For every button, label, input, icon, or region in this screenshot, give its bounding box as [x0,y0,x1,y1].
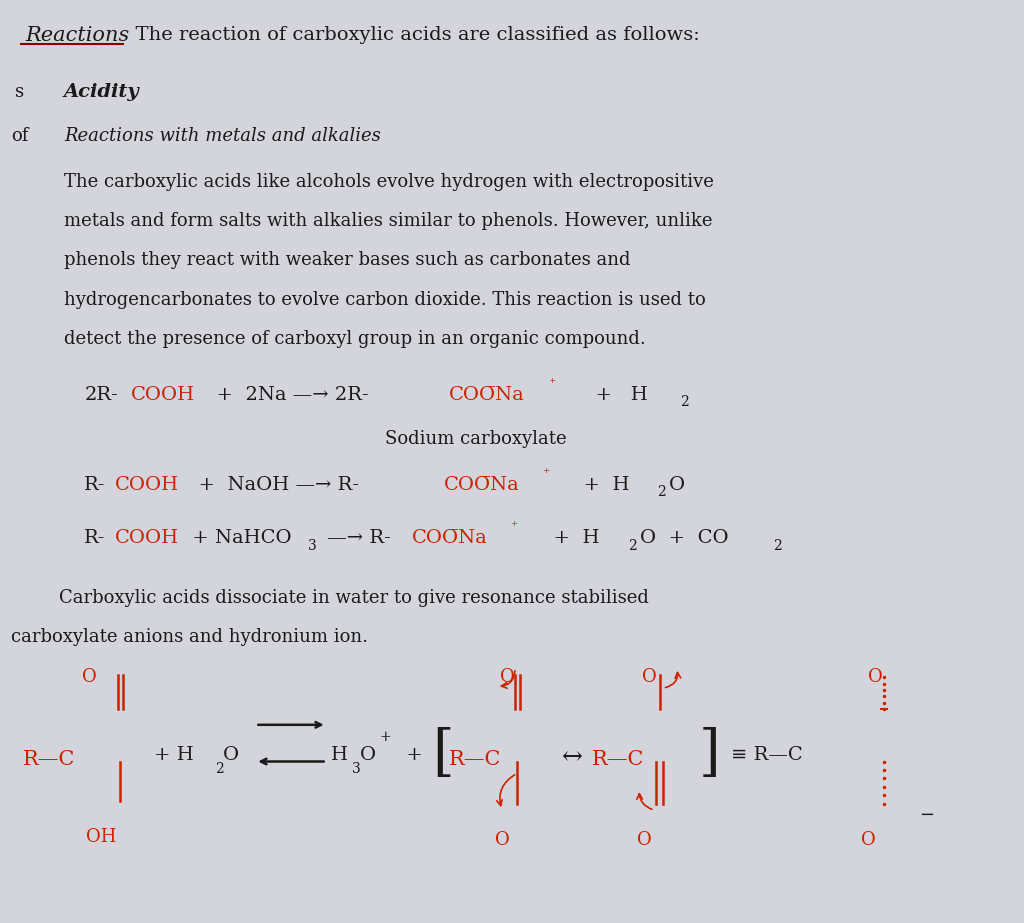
Text: [: [ [432,727,455,783]
Text: +  H: + H [571,476,630,494]
Text: +: + [380,730,391,744]
Text: ≡ R—C: ≡ R—C [731,746,803,764]
Text: −: − [920,806,935,823]
Text: + NaHCO: + NaHCO [186,530,292,547]
Text: 2R-: 2R- [84,386,118,404]
Text: O: O [500,668,514,686]
Text: The carboxylic acids like alcohols evolve hydrogen with electropositive: The carboxylic acids like alcohols evolv… [63,173,714,190]
Text: O: O [223,746,239,764]
Text: detect the presence of carboxyl group in an organic compound.: detect the presence of carboxyl group in… [63,330,646,348]
Text: ]: ] [698,727,720,783]
Text: phenols they react with weaker bases such as carbonates and: phenols they react with weaker bases suc… [63,251,631,270]
Text: metals and form salts with alkalies similar to phenols. However, unlike: metals and form salts with alkalies simi… [63,212,713,230]
Text: O: O [868,668,884,686]
Text: Reactions with metals and alkalies: Reactions with metals and alkalies [63,126,381,145]
Text: 2: 2 [773,538,781,553]
Text: carboxylate anions and hydronium ion.: carboxylate anions and hydronium ion. [11,629,368,646]
Text: R-: R- [84,476,105,494]
Text: 2: 2 [215,761,223,775]
Text: ⁺: ⁺ [542,467,549,481]
Text: COO̅Na: COO̅Na [443,476,519,494]
Text: ⁺: ⁺ [510,521,517,534]
Text: +: + [400,746,423,764]
Text: ↔: ↔ [561,746,582,769]
Text: O  +  CO: O + CO [640,530,729,547]
Text: O: O [495,832,509,849]
Text: +   H: + H [584,386,648,404]
Text: 3: 3 [308,538,317,553]
Text: ⁺: ⁺ [548,378,555,391]
Text: +  NaOH —→ R-: + NaOH —→ R- [186,476,359,494]
Text: COOH: COOH [131,386,196,404]
Text: H: H [331,746,348,764]
Text: 2: 2 [656,485,666,499]
Text: O: O [861,832,877,849]
Text: O: O [642,668,657,686]
Text: O: O [82,668,97,686]
Text: R—C: R—C [449,750,501,770]
Text: R—C: R—C [592,750,644,770]
Text: Carboxylic acids dissociate in water to give resonance stabilised: Carboxylic acids dissociate in water to … [58,589,648,607]
Text: + H: + H [154,746,194,764]
Text: COO̅Na: COO̅Na [413,530,488,547]
Text: +  2Na —→ 2R-: + 2Na —→ 2R- [205,386,369,404]
Text: s: s [15,82,25,101]
Text: OH: OH [86,829,117,846]
Text: R-: R- [84,530,105,547]
Text: 2: 2 [628,538,637,553]
Text: Reactions: Reactions [26,26,129,44]
Text: COOH: COOH [115,530,179,547]
Text: O: O [669,476,685,494]
Text: Acidity: Acidity [63,82,139,101]
Text: R—C: R—C [24,750,76,770]
Text: O: O [637,832,652,849]
Text: —→ R-: —→ R- [321,530,390,547]
Text: Sodium carboxylate: Sodium carboxylate [385,430,566,449]
Text: +  H: + H [541,530,599,547]
Text: 2: 2 [680,395,689,410]
Text: The reaction of carboxylic acids are classified as follows:: The reaction of carboxylic acids are cla… [123,26,699,43]
Text: hydrogencarbonates to evolve carbon dioxide. This reaction is used to: hydrogencarbonates to evolve carbon diox… [63,291,706,309]
Text: COO̅Na: COO̅Na [449,386,524,404]
Text: O: O [360,746,377,764]
Text: 3: 3 [352,761,360,775]
Text: of: of [11,126,29,145]
Text: COOH: COOH [115,476,179,494]
